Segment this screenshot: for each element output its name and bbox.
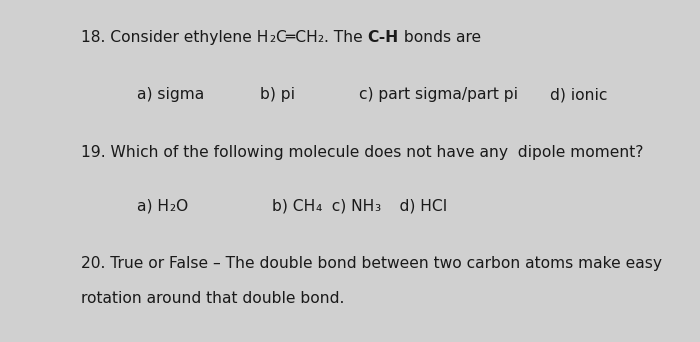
Text: a) sigma: a) sigma bbox=[137, 87, 204, 102]
Text: ₄: ₄ bbox=[316, 199, 322, 214]
Text: c) NH: c) NH bbox=[322, 199, 374, 214]
Text: bonds are: bonds are bbox=[398, 30, 481, 45]
Text: d) ionic: d) ionic bbox=[550, 87, 607, 102]
Text: 19. Which of the following molecule does not have any  dipole moment?: 19. Which of the following molecule does… bbox=[81, 145, 644, 160]
Text: c) part sigma/part pi: c) part sigma/part pi bbox=[358, 87, 518, 102]
Text: rotation around that double bond.: rotation around that double bond. bbox=[81, 291, 345, 306]
Text: 18. Consider ethylene H: 18. Consider ethylene H bbox=[81, 30, 269, 45]
Text: 20. True or False – The double bond between two carbon atoms make easy: 20. True or False – The double bond betw… bbox=[81, 256, 662, 271]
Text: O: O bbox=[175, 199, 188, 214]
Text: . The: . The bbox=[324, 30, 368, 45]
Text: b) pi: b) pi bbox=[260, 87, 295, 102]
Text: ₂: ₂ bbox=[318, 30, 324, 45]
Text: ₂: ₂ bbox=[269, 30, 275, 45]
Text: ₃: ₃ bbox=[374, 199, 380, 214]
Text: C-H: C-H bbox=[368, 30, 398, 45]
Text: a) H: a) H bbox=[137, 199, 169, 214]
Text: b) CH: b) CH bbox=[272, 199, 316, 214]
Text: ₂: ₂ bbox=[169, 199, 175, 214]
Text: C═CH: C═CH bbox=[275, 30, 318, 45]
Text: d) HCl: d) HCl bbox=[380, 199, 447, 214]
